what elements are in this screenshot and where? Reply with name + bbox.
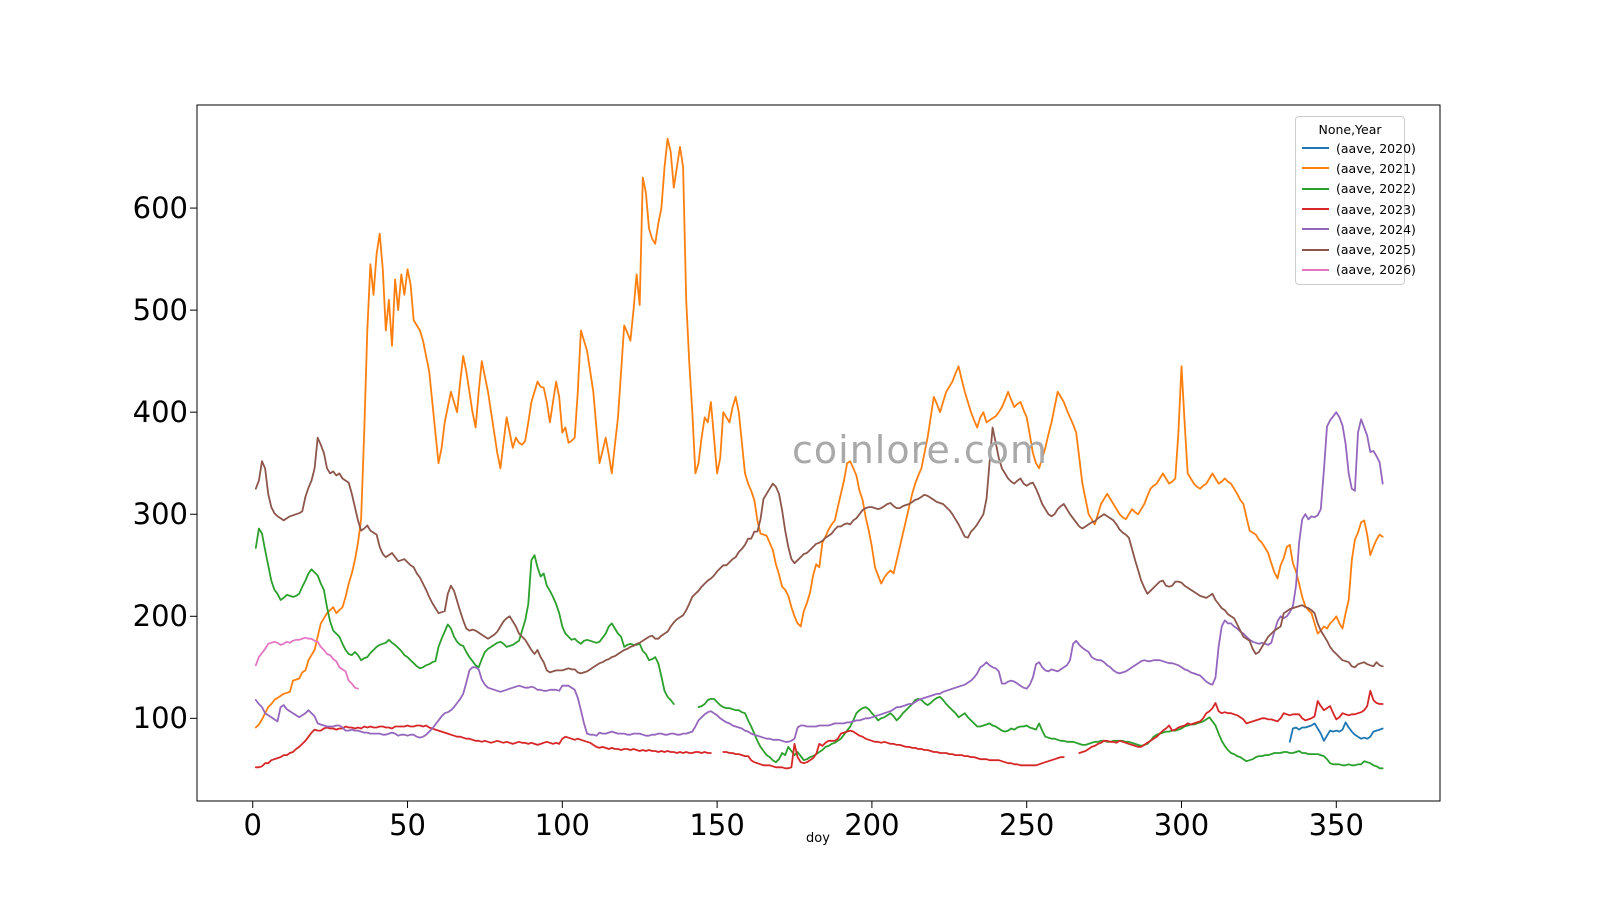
x-tick-label: 150 bbox=[689, 808, 745, 842]
y-tick-label: 600 bbox=[132, 191, 188, 226]
legend-item-label: (aave, 2026) bbox=[1336, 262, 1416, 278]
x-axis-label: doy bbox=[806, 831, 830, 846]
legend-item-label: (aave, 2024) bbox=[1336, 221, 1416, 237]
watermark: coinlore.com bbox=[792, 428, 1048, 472]
legend-line-sample bbox=[1302, 248, 1329, 251]
y-tick-label: 100 bbox=[132, 701, 188, 736]
legend-item-label: (aave, 2021) bbox=[1336, 160, 1416, 176]
legend-item-label: (aave, 2023) bbox=[1336, 201, 1416, 217]
legend: None,Year (aave, 2020) (aave, 2021) (aav… bbox=[1295, 116, 1416, 286]
legend-item: (aave, 2020) bbox=[1302, 138, 1416, 158]
x-tick-label: 350 bbox=[1308, 808, 1364, 842]
x-tick-label: 250 bbox=[999, 808, 1055, 842]
legend-line-sample bbox=[1302, 187, 1329, 190]
legend-item: (aave, 2025) bbox=[1302, 239, 1416, 259]
x-tick-label: 100 bbox=[534, 808, 590, 842]
legend-line-sample bbox=[1302, 208, 1329, 211]
legend-title: None,Year bbox=[1318, 122, 1382, 137]
x-tick-label: 200 bbox=[844, 808, 900, 842]
x-tick-label: 300 bbox=[1153, 808, 1210, 842]
legend-line-sample bbox=[1302, 268, 1329, 271]
legend-item: (aave, 2024) bbox=[1302, 219, 1416, 239]
y-tick-label: 500 bbox=[132, 293, 188, 328]
y-tick-label: 400 bbox=[132, 395, 188, 430]
x-tick-label: 0 bbox=[243, 808, 262, 842]
legend-line-sample bbox=[1302, 228, 1329, 231]
x-tick-label: 50 bbox=[389, 808, 426, 842]
y-tick-label: 200 bbox=[132, 599, 188, 634]
legend-item: (aave, 2022) bbox=[1302, 179, 1416, 199]
legend-item: (aave, 2021) bbox=[1302, 158, 1416, 178]
legend-item-label: (aave, 2020) bbox=[1336, 140, 1416, 156]
legend-line-sample bbox=[1302, 147, 1329, 150]
legend-item-label: (aave, 2022) bbox=[1336, 181, 1416, 197]
y-tick-label: 300 bbox=[132, 497, 188, 532]
legend-line-sample bbox=[1302, 167, 1329, 170]
legend-item-label: (aave, 2025) bbox=[1336, 242, 1416, 258]
legend-item: (aave, 2023) bbox=[1302, 199, 1416, 219]
legend-item: (aave, 2026) bbox=[1302, 260, 1416, 280]
